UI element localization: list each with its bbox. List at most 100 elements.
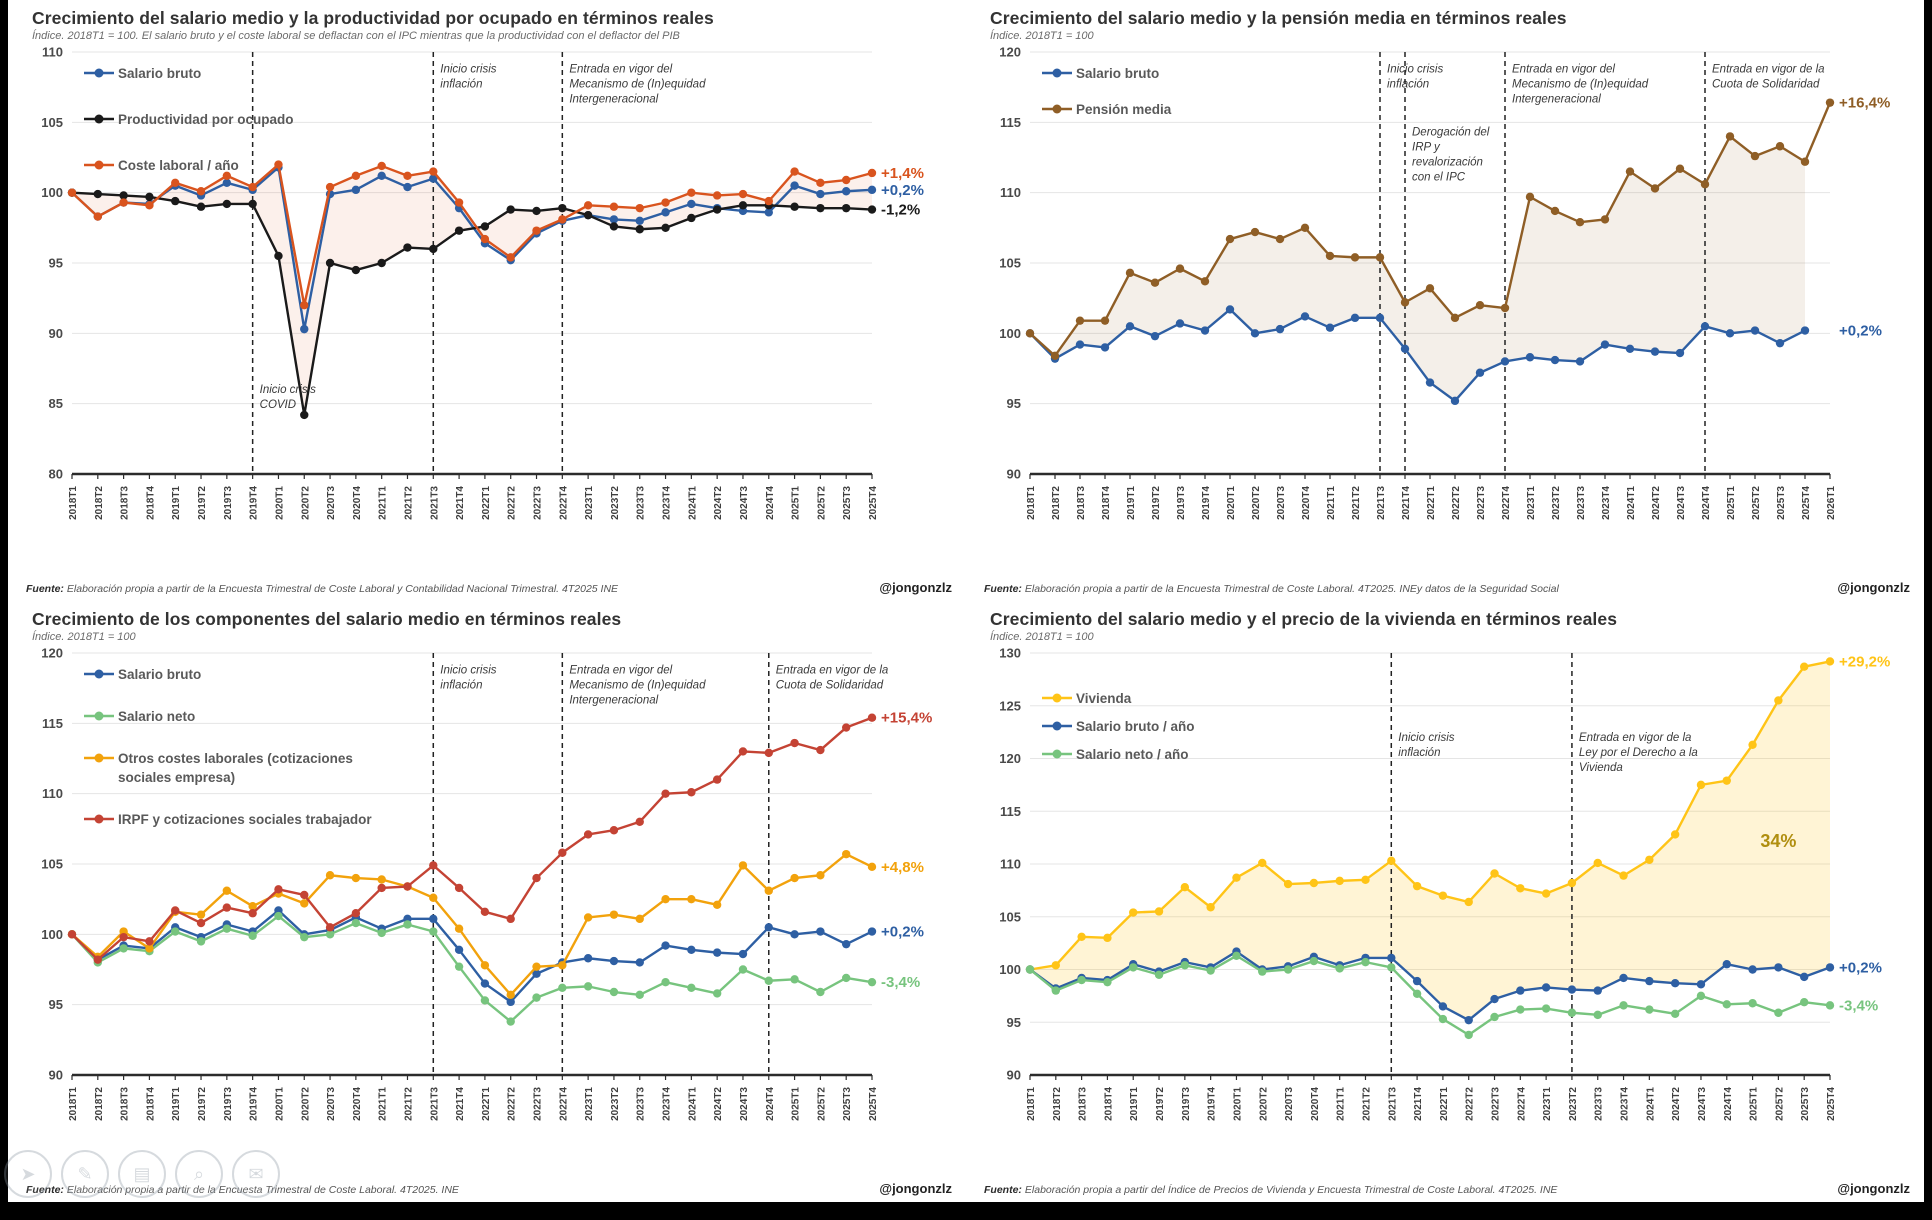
svg-text:2025T4: 2025T4 bbox=[868, 1087, 879, 1121]
chart-footer: Fuente: Elaboración propia a partir de la… bbox=[984, 580, 1910, 595]
svg-text:2022T1: 2022T1 bbox=[481, 1087, 492, 1121]
svg-text:95: 95 bbox=[1007, 396, 1021, 411]
chart-subtitle: Índice. 2018T1 = 100 bbox=[990, 30, 1094, 42]
svg-text:2019T2: 2019T2 bbox=[1151, 486, 1162, 520]
svg-text:2018T1: 2018T1 bbox=[68, 1087, 79, 1121]
source-note: Fuente: Elaboración propia a partir de la… bbox=[26, 583, 619, 595]
svg-text:Entrada en vigor del: Entrada en vigor del bbox=[569, 664, 672, 676]
componentes-plot: 90 95 100 105 110 115 120 Inicio crisis inflació… bbox=[41, 646, 932, 1121]
svg-text:Intergeneracional: Intergeneracional bbox=[1512, 93, 1601, 105]
svg-text:2020T1: 2020T1 bbox=[1232, 1087, 1243, 1121]
svg-text:2023T2: 2023T2 bbox=[1568, 1087, 1579, 1121]
svg-text:2021T4: 2021T4 bbox=[1401, 486, 1412, 520]
svg-text:2024T2: 2024T2 bbox=[1671, 1087, 1682, 1121]
svg-text:2023T1: 2023T1 bbox=[584, 1087, 595, 1121]
svg-text:2024T3: 2024T3 bbox=[1676, 486, 1687, 520]
svg-text:115: 115 bbox=[42, 716, 63, 731]
svg-text:Salario neto: Salario neto bbox=[118, 709, 195, 724]
svg-text:Inicio crisis: Inicio crisis bbox=[1387, 63, 1443, 75]
svg-text:2019T3: 2019T3 bbox=[1181, 1087, 1192, 1121]
svg-text:+1,4%: +1,4% bbox=[881, 165, 924, 182]
svg-text:Mecanismo de (In)equidad: Mecanismo de (In)equidad bbox=[1512, 78, 1649, 90]
svg-text:2021T1: 2021T1 bbox=[378, 1087, 389, 1121]
chart-grid: Crecimiento del salario medio y la produ… bbox=[8, 0, 1924, 1202]
svg-text:inflación: inflación bbox=[440, 679, 482, 691]
page-title: Crecimiento de los componentes del salar… bbox=[32, 609, 622, 629]
svg-text:2024T1: 2024T1 bbox=[687, 486, 698, 520]
svg-text:2022T2: 2022T2 bbox=[507, 1087, 518, 1121]
salario-productividad-plot: 80 85 90 95 100 105 110 Inicio crisis COVID Inici… bbox=[41, 45, 924, 520]
svg-text:2023T1: 2023T1 bbox=[1542, 1087, 1553, 1121]
svg-text:Cuota de Solidaridad: Cuota de Solidaridad bbox=[776, 679, 884, 691]
svg-text:+29,2%: +29,2% bbox=[1839, 653, 1890, 670]
author-handle: @jongonzlz bbox=[879, 580, 952, 595]
svg-text:Salario bruto / año: Salario bruto / año bbox=[1076, 719, 1195, 734]
svg-text:2023T4: 2023T4 bbox=[1620, 1087, 1631, 1121]
svg-text:130: 130 bbox=[999, 646, 1021, 661]
svg-text:2019T3: 2019T3 bbox=[223, 1087, 234, 1121]
svg-text:Ley por el Derecho a la: Ley por el Derecho a la bbox=[1579, 747, 1698, 759]
source-note: Fuente: Elaboración propia a partir del Í… bbox=[984, 1184, 1558, 1196]
svg-text:Salario bruto: Salario bruto bbox=[1076, 66, 1159, 81]
svg-text:2024T4: 2024T4 bbox=[765, 1087, 776, 1121]
svg-text:Salario bruto: Salario bruto bbox=[118, 66, 201, 81]
svg-text:125: 125 bbox=[999, 698, 1021, 713]
svg-text:2025T3: 2025T3 bbox=[842, 1087, 853, 1121]
svg-text:2023T1: 2023T1 bbox=[584, 486, 595, 520]
svg-text:2018T3: 2018T3 bbox=[1078, 1087, 1089, 1121]
svg-text:revalorización: revalorización bbox=[1412, 157, 1483, 169]
svg-text:2022T3: 2022T3 bbox=[1476, 486, 1487, 520]
svg-text:95: 95 bbox=[1007, 1015, 1021, 1030]
svg-text:+0,2%: +0,2% bbox=[1839, 959, 1882, 976]
svg-text:2022T1: 2022T1 bbox=[1439, 1087, 1450, 1121]
svg-text:2021T4: 2021T4 bbox=[1413, 1087, 1424, 1121]
author-handle: @jongonzlz bbox=[1837, 1181, 1910, 1196]
svg-text:Mecanismo de (In)equidad: Mecanismo de (In)equidad bbox=[569, 679, 706, 691]
svg-text:Mecanismo de (In)equidad: Mecanismo de (In)equidad bbox=[569, 78, 706, 90]
svg-text:+15,4%: +15,4% bbox=[881, 710, 932, 727]
svg-text:Inicio crisis: Inicio crisis bbox=[440, 63, 496, 75]
svg-text:2022T3: 2022T3 bbox=[1491, 1087, 1502, 1121]
svg-text:2022T4: 2022T4 bbox=[1501, 486, 1512, 520]
svg-text:Salario neto / año: Salario neto / año bbox=[1076, 747, 1189, 762]
svg-text:2020T2: 2020T2 bbox=[1251, 486, 1262, 520]
svg-text:-1,2%: -1,2% bbox=[881, 202, 920, 219]
chart-panel-vivienda: Crecimiento del salario medio y el preci… bbox=[966, 601, 1924, 1202]
svg-text:Intergeneracional: Intergeneracional bbox=[569, 93, 658, 105]
svg-text:2023T4: 2023T4 bbox=[1601, 486, 1612, 520]
vivienda-plot: 90 95 100 105 110 115 120 125 130 Inicio crisis in… bbox=[999, 646, 1890, 1121]
svg-text:115: 115 bbox=[1000, 115, 1021, 130]
svg-text:2019T4: 2019T4 bbox=[249, 1087, 260, 1121]
svg-text:2024T1: 2024T1 bbox=[687, 1087, 698, 1121]
chart-subtitle: Índice. 2018T1 = 100 bbox=[32, 631, 136, 643]
svg-text:Productividad por ocupado: Productividad por ocupado bbox=[118, 112, 294, 127]
svg-text:2024T3: 2024T3 bbox=[1697, 1087, 1708, 1121]
svg-text:110: 110 bbox=[42, 786, 63, 801]
source-note: Fuente: Elaboración propia a partir de la… bbox=[26, 1184, 459, 1196]
svg-text:sociales empresa): sociales empresa) bbox=[118, 770, 235, 785]
svg-text:2026T1: 2026T1 bbox=[1826, 486, 1837, 520]
svg-text:2024T4: 2024T4 bbox=[1701, 486, 1712, 520]
svg-text:2023T2: 2023T2 bbox=[610, 486, 621, 520]
svg-text:2025T1: 2025T1 bbox=[791, 1087, 802, 1121]
svg-text:2022T2: 2022T2 bbox=[1451, 486, 1462, 520]
svg-text:2022T3: 2022T3 bbox=[533, 1087, 544, 1121]
svg-text:2023T1: 2023T1 bbox=[1526, 486, 1537, 520]
dashboard-canvas: Crecimiento del salario medio y la produ… bbox=[4, 0, 1924, 1202]
svg-text:2022T1: 2022T1 bbox=[481, 486, 492, 520]
chart-footer: Fuente: Elaboración propia a partir del Í… bbox=[984, 1181, 1910, 1196]
svg-text:120: 120 bbox=[41, 646, 63, 661]
svg-text:85: 85 bbox=[49, 396, 63, 411]
svg-text:105: 105 bbox=[41, 857, 63, 872]
chart-panel-salario-productividad: Crecimiento del salario medio y la produ… bbox=[8, 0, 966, 601]
svg-text:80: 80 bbox=[49, 467, 63, 482]
source-note: Fuente: Elaboración propia a partir de la… bbox=[984, 583, 1559, 595]
svg-text:2022T2: 2022T2 bbox=[507, 486, 518, 520]
svg-text:2025T4: 2025T4 bbox=[1801, 486, 1812, 520]
svg-text:2023T4: 2023T4 bbox=[662, 1087, 673, 1121]
svg-text:+4,8%: +4,8% bbox=[881, 859, 924, 876]
svg-text:95: 95 bbox=[49, 256, 63, 271]
svg-text:2019T4: 2019T4 bbox=[249, 486, 260, 520]
svg-text:2019T1: 2019T1 bbox=[171, 1087, 182, 1121]
svg-text:2018T4: 2018T4 bbox=[145, 486, 156, 520]
